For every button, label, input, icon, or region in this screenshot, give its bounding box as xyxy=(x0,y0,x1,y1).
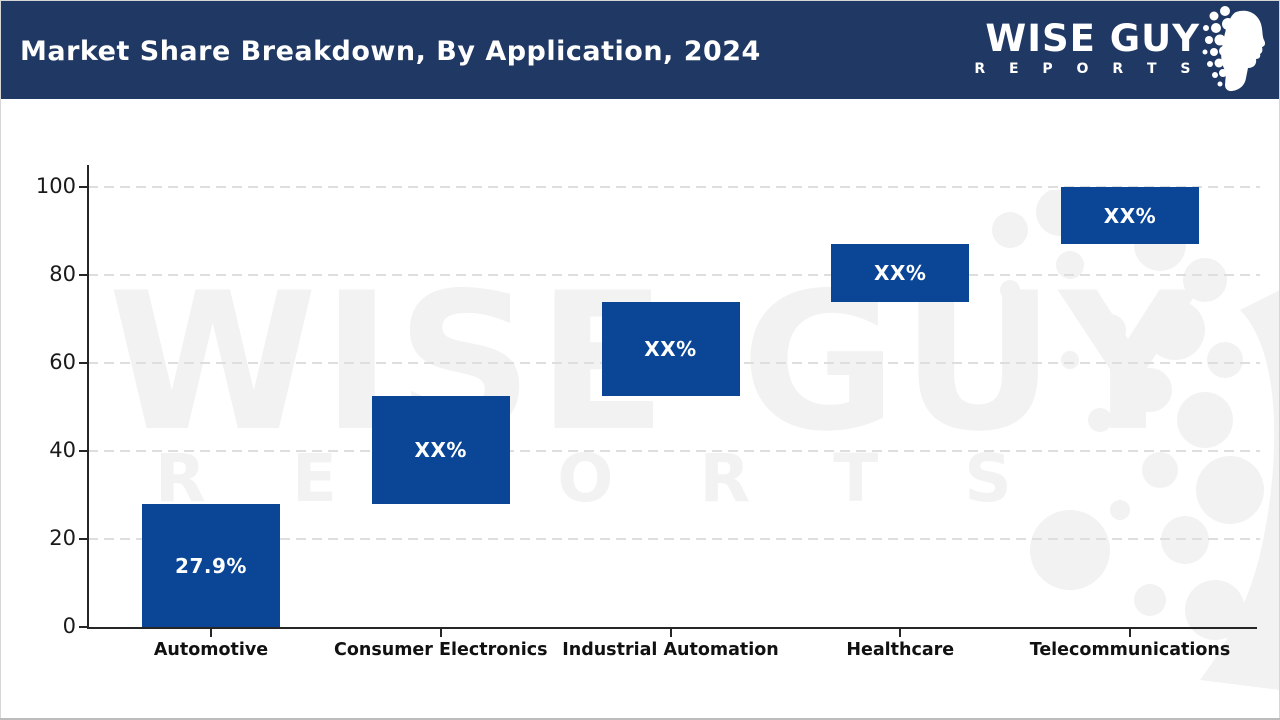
brand-logo-text: WISE GUY R E P O R T S xyxy=(974,17,1200,77)
header-bar: Market Share Breakdown, By Application, … xyxy=(0,0,1280,99)
x-axis-category-label: Consumer Electronics xyxy=(334,640,548,660)
y-tick-label-60: 60 xyxy=(49,350,76,374)
y-tick-label-20: 20 xyxy=(49,526,76,550)
x-axis-category-label: Automotive xyxy=(153,640,269,660)
bar-value-label: XX% xyxy=(414,438,467,463)
y-tick-label-80: 80 xyxy=(49,262,76,286)
y-tick-label-100: 100 xyxy=(35,174,76,198)
x-axis-category-label: Industrial Automation xyxy=(562,640,779,660)
bar-consumer-electronics: XX% xyxy=(371,396,510,505)
bar-automotive: 27.9% xyxy=(142,504,280,627)
gridline-40 xyxy=(88,450,1260,452)
x-tick-mark-1 xyxy=(439,629,442,637)
page-title: Market Share Breakdown, By Application, … xyxy=(20,36,761,67)
x-axis-line xyxy=(87,627,1257,629)
x-tick-mark-0 xyxy=(210,629,212,637)
y-tick-mark-40 xyxy=(79,450,87,452)
brand-logo: WISE GUY R E P O R T S xyxy=(974,4,1266,96)
y-tick-mark-20 xyxy=(79,538,87,540)
bar-value-label: 27.9% xyxy=(175,553,247,578)
bar-healthcare: XX% xyxy=(831,244,970,303)
gridline-100 xyxy=(88,186,1260,188)
x-axis-category-label: Healthcare xyxy=(846,640,955,660)
gridline-20 xyxy=(88,538,1260,540)
watermark-head-icon xyxy=(950,190,1280,690)
head-silhouette-icon xyxy=(1202,6,1266,92)
y-axis-line xyxy=(87,165,89,629)
x-tick-mark-3 xyxy=(899,629,902,637)
bar-value-label: XX% xyxy=(644,337,697,362)
watermark-text-reports: REPORTS xyxy=(155,440,1098,517)
y-tick-mark-60 xyxy=(79,362,87,364)
x-axis-category-label: Telecommunications xyxy=(1029,640,1231,660)
x-tick-mark-4 xyxy=(1129,629,1131,637)
bar-value-label: XX% xyxy=(1103,203,1157,228)
y-tick-label-0: 0 xyxy=(62,614,76,638)
y-tick-mark-80 xyxy=(79,274,87,276)
y-tick-mark-0 xyxy=(79,626,87,628)
bar-industrial-automation: XX% xyxy=(601,302,740,396)
brand-name: WISE GUY xyxy=(985,17,1200,60)
brand-subtitle: R E P O R T S xyxy=(974,60,1200,77)
y-tick-label-40: 40 xyxy=(49,438,76,462)
gridline-80 xyxy=(88,274,1260,276)
y-tick-mark-100 xyxy=(79,186,87,188)
bar-value-label: XX% xyxy=(874,261,927,286)
bar-telecommunications: XX% xyxy=(1061,187,1199,245)
x-tick-mark-2 xyxy=(669,629,672,637)
